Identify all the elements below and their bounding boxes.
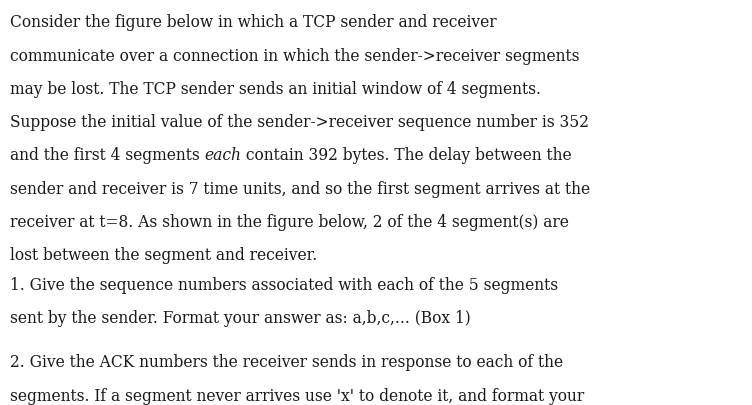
Text: 2. Give the ACK numbers the receiver sends in response to each of the: 2. Give the ACK numbers the receiver sen… [10, 354, 563, 371]
Text: lost between the segment and receiver.: lost between the segment and receiver. [10, 247, 317, 264]
Text: may be lost. The TCP sender sends an initial window of 4 segments.: may be lost. The TCP sender sends an ini… [10, 81, 541, 98]
Text: 1. Give the sequence numbers associated with each of the 5 segments: 1. Give the sequence numbers associated … [10, 276, 558, 293]
Text: segments. If a segment never arrives use 'x' to denote it, and format your: segments. If a segment never arrives use… [10, 387, 584, 404]
Text: Suppose the initial value of the sender->receiver sequence number is 352: Suppose the initial value of the sender-… [10, 114, 589, 131]
Text: communicate over a connection in which the sender->receiver segments: communicate over a connection in which t… [10, 47, 579, 64]
Text: sender and receiver is 7 time units, and so the first segment arrives at the: sender and receiver is 7 time units, and… [10, 180, 590, 197]
Text: contain 392 bytes. The delay between the: contain 392 bytes. The delay between the [241, 147, 572, 164]
Text: Consider the figure below in which a TCP sender and receiver: Consider the figure below in which a TCP… [10, 14, 496, 31]
Text: each: each [205, 147, 241, 164]
Text: and the first 4 segments: and the first 4 segments [10, 147, 205, 164]
Text: sent by the sender. Format your answer as: a,b,c,... (Box 1): sent by the sender. Format your answer a… [10, 309, 471, 326]
Text: receiver at t=8. As shown in the figure below, 2 of the 4 segment(s) are: receiver at t=8. As shown in the figure … [10, 213, 569, 230]
